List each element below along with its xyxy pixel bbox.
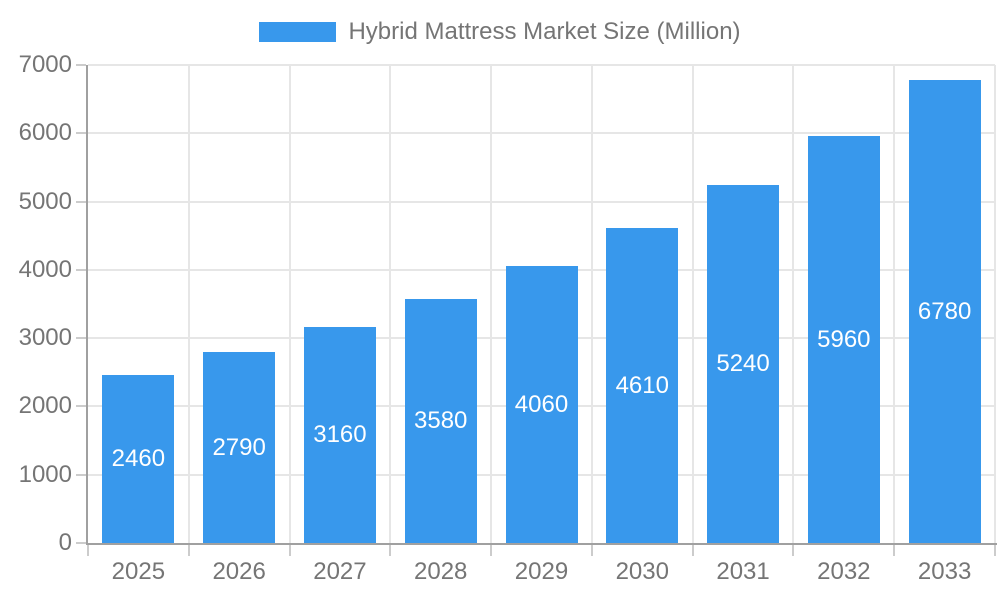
x-axis-tick xyxy=(994,545,996,556)
x-axis-tick xyxy=(87,545,89,556)
y-axis-tick xyxy=(76,405,86,408)
bar[interactable]: 3160 xyxy=(303,327,376,543)
x-axis-label: 2026 xyxy=(212,558,266,585)
y-axis-label: 0 xyxy=(58,529,72,556)
bar[interactable]: 4060 xyxy=(505,266,578,543)
y-axis-label: 7000 xyxy=(18,51,72,78)
x-axis-line xyxy=(86,543,997,545)
bar[interactable]: 3580 xyxy=(404,299,477,543)
bar[interactable]: 5240 xyxy=(707,185,780,543)
y-axis-tick xyxy=(76,268,86,271)
bar-value-label: 4610 xyxy=(615,371,669,399)
gridline-horizontal xyxy=(88,132,995,135)
x-axis-label: 2025 xyxy=(111,558,166,585)
y-axis-tick xyxy=(76,132,86,135)
gridline-vertical xyxy=(691,65,694,543)
gridline-vertical xyxy=(389,65,392,543)
bar[interactable]: 2790 xyxy=(203,352,276,543)
x-axis-label: 2029 xyxy=(514,558,569,585)
x-axis-label: 2033 xyxy=(917,558,972,585)
bar-value-label: 3160 xyxy=(313,421,367,448)
bar-value-label: 2460 xyxy=(111,445,166,472)
x-axis-tick xyxy=(288,545,291,556)
y-axis-label: 5000 xyxy=(18,187,72,215)
gridline-vertical xyxy=(490,65,493,543)
y-axis-label: 3000 xyxy=(18,324,72,352)
gridline-vertical xyxy=(288,65,291,543)
y-axis-line xyxy=(86,65,88,545)
y-axis-tick xyxy=(76,64,86,66)
gridline-vertical xyxy=(792,65,795,543)
x-axis-label: 2030 xyxy=(615,558,669,585)
y-axis-label: 2000 xyxy=(18,392,72,420)
gridline-vertical xyxy=(893,65,896,543)
y-axis-tick xyxy=(76,542,86,544)
x-axis-tick xyxy=(389,545,392,556)
bar[interactable]: 6780 xyxy=(908,80,981,543)
x-axis-tick xyxy=(792,545,795,556)
gridline-vertical xyxy=(994,65,996,543)
y-axis-label: 6000 xyxy=(18,119,72,147)
legend-swatch xyxy=(259,22,337,42)
gridline-vertical xyxy=(590,65,593,543)
bar-value-label: 4060 xyxy=(514,390,569,418)
bar-value-label: 6780 xyxy=(917,297,972,325)
bar[interactable]: 2460 xyxy=(102,375,175,543)
y-axis-tick xyxy=(76,200,86,203)
y-axis-tick xyxy=(76,337,86,340)
y-axis-tick xyxy=(76,473,86,476)
bar[interactable]: 5960 xyxy=(807,136,880,543)
gridline-horizontal xyxy=(88,200,995,203)
x-axis-label: 2027 xyxy=(313,558,367,585)
legend[interactable]: Hybrid Mattress Market Size (Million) xyxy=(0,18,1000,46)
x-axis-tick xyxy=(490,545,493,556)
x-axis-label: 2028 xyxy=(414,558,468,585)
x-axis-tick xyxy=(893,545,896,556)
gridline-vertical xyxy=(187,65,190,543)
x-axis-tick xyxy=(187,545,190,556)
y-axis-label: 1000 xyxy=(18,460,72,488)
y-axis-label: 4000 xyxy=(18,255,72,283)
bar-value-label: 3580 xyxy=(414,407,468,434)
x-axis-label: 2032 xyxy=(817,558,871,585)
x-axis-tick xyxy=(691,545,694,556)
bar-value-label: 2790 xyxy=(212,433,266,461)
gridline-horizontal xyxy=(88,64,995,66)
x-axis-tick xyxy=(590,545,593,556)
bar-value-label: 5960 xyxy=(817,325,871,353)
bar[interactable]: 4610 xyxy=(606,228,679,543)
bar-value-label: 5240 xyxy=(716,350,770,377)
legend-label: Hybrid Mattress Market Size (Million) xyxy=(348,18,741,45)
x-axis-label: 2031 xyxy=(716,558,770,585)
